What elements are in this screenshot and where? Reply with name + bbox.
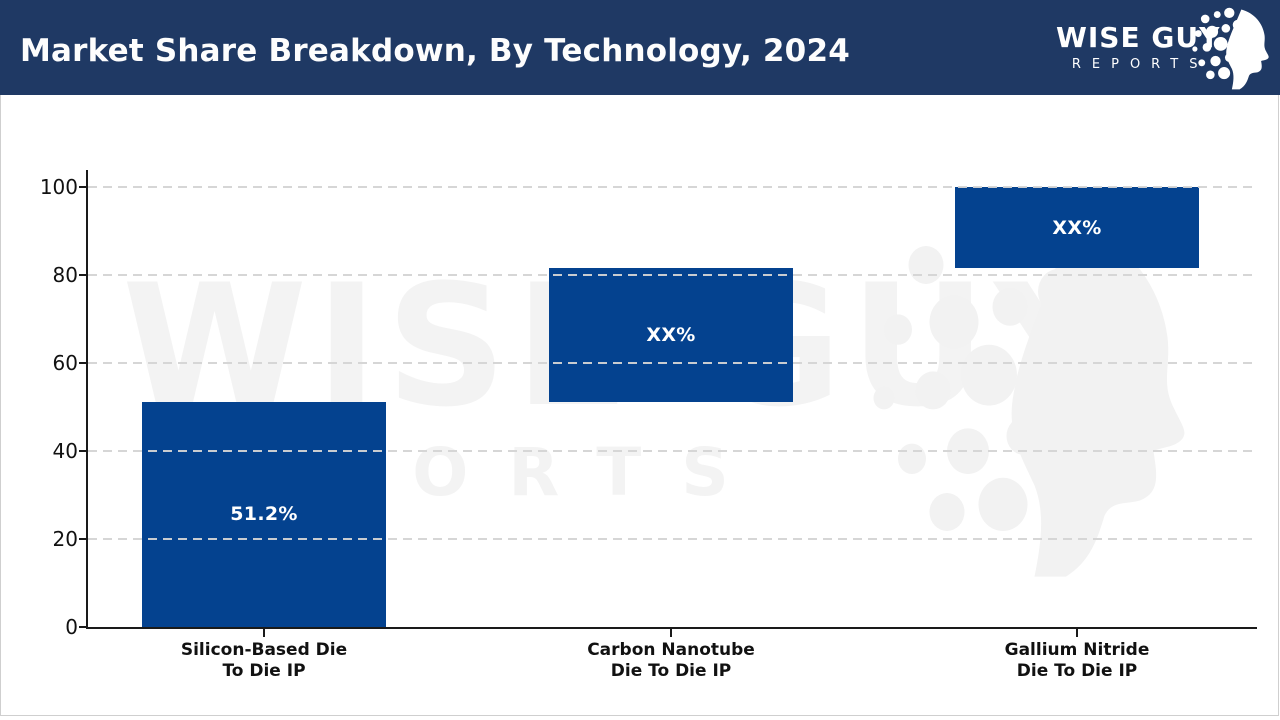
- watermark-face-icon: [873, 215, 1185, 577]
- y-tick-100: [79, 186, 87, 188]
- gridline-80: [88, 274, 1257, 276]
- x-category-line: Die To Die IP: [1016, 661, 1138, 682]
- y-axis-line: [86, 170, 88, 629]
- x-category-line: Silicon-Based Die: [180, 640, 348, 660]
- x-category-line: Carbon Nanotube: [587, 640, 755, 660]
- bar-value-label: XX%: [1052, 216, 1102, 239]
- bar-segment-2: XX%: [549, 268, 793, 402]
- y-tick-label-60: 60: [52, 351, 78, 375]
- logo-text: WISE GUY REPORTS: [1056, 21, 1220, 72]
- page-title: Market Share Breakdown, By Technology, 2…: [20, 33, 850, 69]
- x-category-label-1: Silicon-Based Die To Die IP: [104, 640, 424, 683]
- gridline-20: [88, 538, 1257, 540]
- x-category-line: To Die IP: [222, 661, 306, 682]
- y-tick-80: [79, 274, 87, 276]
- gridline-40: [88, 450, 1257, 452]
- gridline-60: [88, 362, 1257, 364]
- bar-segment-3: XX%: [955, 187, 1199, 269]
- logo-wordmark: WISE GUY: [1056, 21, 1221, 54]
- bar-segment-1: 51.2%: [142, 401, 386, 627]
- x-category-line: Die To Die IP: [610, 661, 732, 682]
- logo-subtitle: REPORTS: [1071, 57, 1209, 72]
- bar-value-label: 51.2%: [230, 503, 298, 526]
- y-tick-label-20: 20: [52, 527, 78, 551]
- x-tick-2: [670, 629, 672, 637]
- y-tick-label-0: 0: [65, 615, 78, 639]
- logo-head-icon: [1192, 7, 1269, 90]
- y-tick-label-40: 40: [52, 439, 78, 463]
- x-tick-3: [1076, 629, 1078, 637]
- x-category-label-3: Gallium Nitride Die To Die IP: [917, 640, 1237, 683]
- gridline-100: [88, 186, 1257, 188]
- y-tick-60: [79, 362, 87, 364]
- y-tick-label-80: 80: [52, 263, 78, 287]
- y-tick-0: [79, 626, 87, 628]
- y-tick-label-100: 100: [39, 175, 78, 199]
- wise-guy-logo: WISE GUY REPORTS: [1018, 4, 1274, 92]
- x-category-label-2: Carbon Nanotube Die To Die IP: [511, 640, 831, 683]
- x-tick-1: [263, 629, 265, 637]
- y-tick-40: [79, 450, 87, 452]
- content-frame: [0, 95, 1279, 716]
- x-category-line: Gallium Nitride: [1004, 640, 1150, 660]
- header-bar: Market Share Breakdown, By Technology, 2…: [0, 0, 1280, 95]
- bar-value-label: XX%: [646, 324, 696, 347]
- x-axis-line: [86, 627, 1257, 629]
- y-tick-20: [79, 538, 87, 540]
